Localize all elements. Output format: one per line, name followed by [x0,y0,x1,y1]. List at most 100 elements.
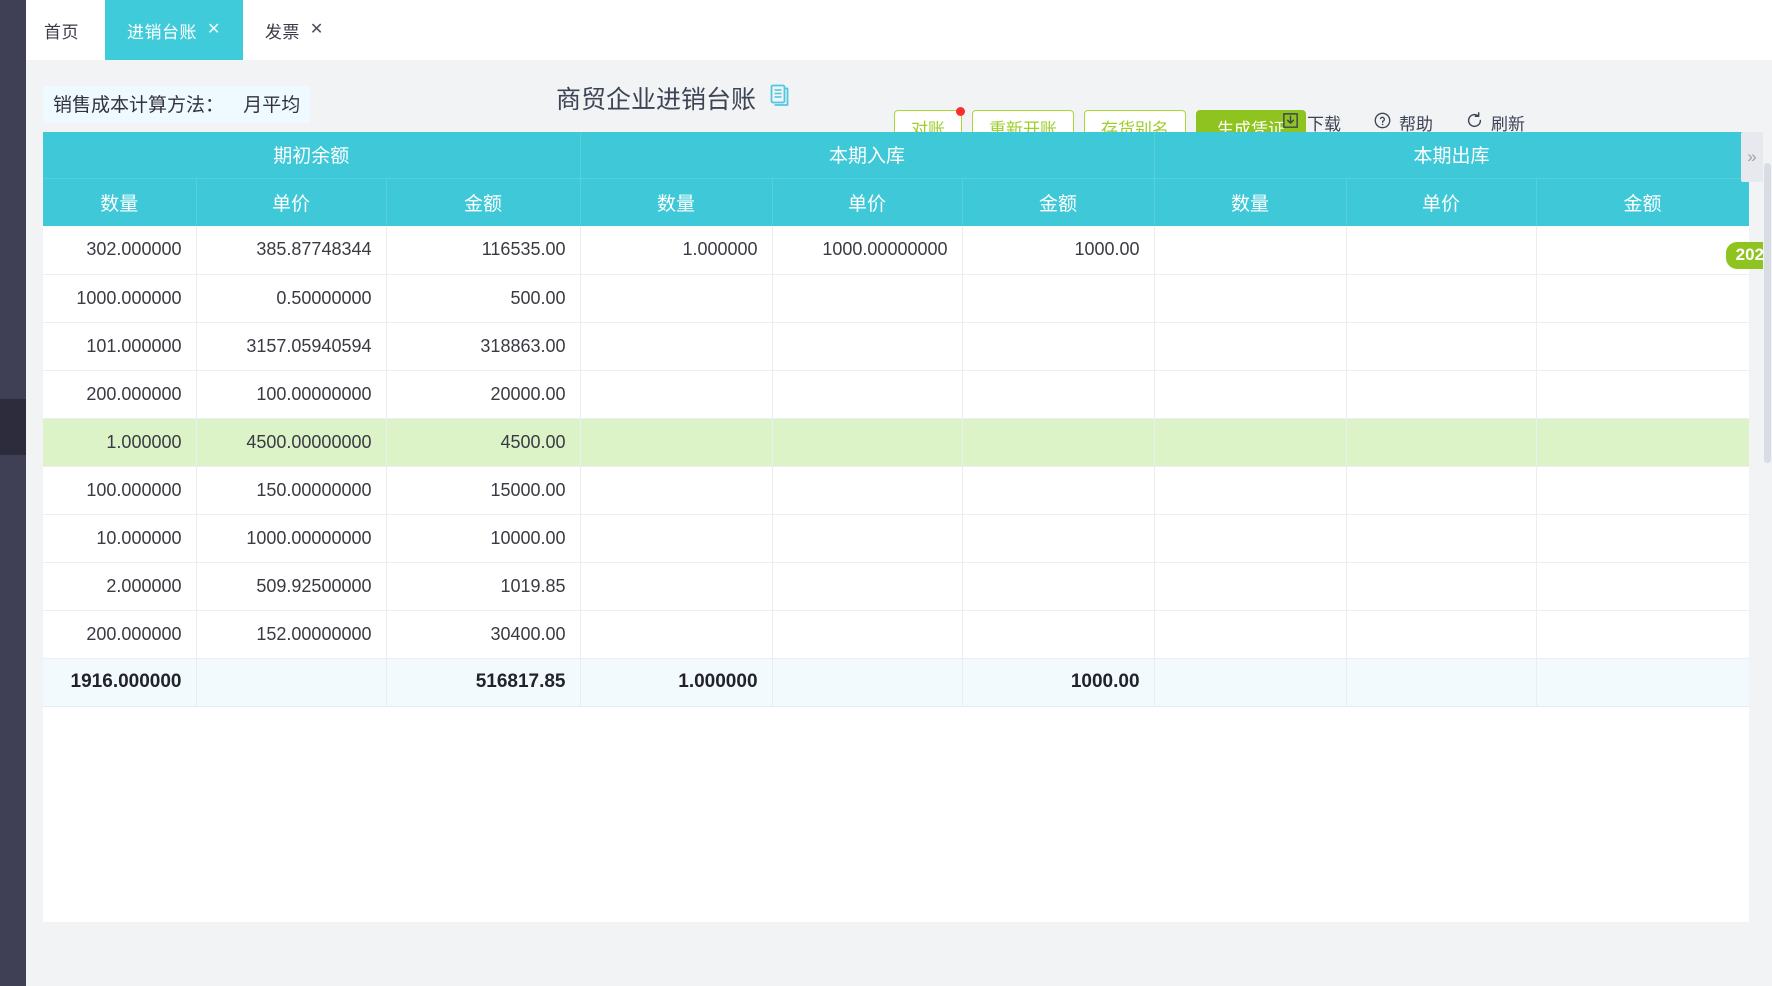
table-cell [772,610,963,659]
help-circle-icon [1373,111,1392,135]
col-out-amt[interactable]: 金额 [1536,178,1749,226]
table-cell: 1000.00000000 [196,514,387,563]
ledger-table-container[interactable]: 期初余额 本期入库 本期出库 数量 单价 金额 数量 单价 金额 数量 单价 金… [43,132,1749,922]
table-row[interactable]: 302.000000 385.87748344 116535.00 1.000000 1… [43,226,1749,275]
close-icon[interactable]: ✕ [207,21,221,38]
table-cell: 30400.00 [386,610,581,659]
toolbar-icon-actions: 下载 帮助 [1281,110,1525,135]
table-cell: 10000.00 [386,514,581,563]
table-cell [1536,514,1749,563]
table-cell [196,658,387,707]
table-cell: 1019.85 [386,562,581,611]
tab-bar: 首页 进销台账 ✕ 发票 ✕ [26,0,1772,60]
table-cell: 1.000000 [580,658,773,707]
col-in-amt[interactable]: 金额 [962,178,1155,226]
table-cell [1154,658,1347,707]
table-cell [772,466,963,515]
table-cell [772,322,963,371]
left-nav-rail [0,0,26,986]
page-title: 商贸企业进销台账 [556,80,791,116]
table-cell [1154,370,1347,419]
col-out-qty[interactable]: 数量 [1154,178,1347,226]
tab-ledger[interactable]: 进销台账 ✕ [105,0,243,60]
table-cell [772,274,963,323]
table-row[interactable]: 10.000000 1000.00000000 10000.00 [43,514,1749,563]
table-cell: 3157.05940594 [196,322,387,371]
table-cell [1346,466,1537,515]
col-out-price[interactable]: 单价 [1346,178,1537,226]
ledger-group-header-row: 期初余额 本期入库 本期出库 [43,132,1749,179]
table-cell [1536,562,1749,611]
col-opening-price[interactable]: 单价 [196,178,387,226]
col-opening-qty[interactable]: 数量 [43,178,197,226]
table-cell: 509.92500000 [196,562,387,611]
table-cell: 200.000000 [43,370,197,419]
table-cell [580,322,773,371]
vertical-scrollbar[interactable] [1763,163,1772,983]
table-cell: 318863.00 [386,322,581,371]
table-cell: 10.000000 [43,514,197,563]
notification-dot-icon [956,107,965,116]
tab-invoice-label: 发票 [264,22,300,42]
table-cell [1536,322,1749,371]
table-cell [1346,610,1537,659]
table-cell [1346,418,1537,467]
expand-panel-toggle[interactable]: » [1741,132,1763,182]
table-cell: 200.000000 [43,610,197,659]
tab-home-label: 首页 [44,22,79,42]
scrollbar-thumb[interactable] [1764,163,1771,463]
table-cell [1536,658,1749,707]
col-in-qty[interactable]: 数量 [580,178,773,226]
table-cell: 1000.00 [962,226,1155,275]
group-header-period-out: 本期出库 [1154,132,1749,179]
nav-rail-handle[interactable] [0,399,26,455]
table-cell [1154,514,1347,563]
table-cell: 1916.000000 [43,658,197,707]
help-action[interactable]: 帮助 [1373,110,1433,135]
col-in-price[interactable]: 单价 [772,178,963,226]
table-cell: 20000.00 [386,370,581,419]
cost-calc-method-label: 销售成本计算方法： [53,95,225,116]
table-row[interactable]: 200.000000 152.00000000 30400.00 [43,610,1749,659]
table-row[interactable]: 200.000000 100.00000000 20000.00 [43,370,1749,419]
table-cell: 2.000000 [43,562,197,611]
tab-home[interactable]: 首页 [26,0,105,60]
table-cell [962,562,1155,611]
page-toolbar: 销售成本计算方法： 月平均 商贸企业进销台账 对账 [26,60,1772,150]
table-cell [772,418,963,467]
table-cell [580,514,773,563]
table-cell: 101.000000 [43,322,197,371]
table-cell [1154,226,1347,275]
table-cell [1154,466,1347,515]
tab-invoice[interactable]: 发票 ✕ [243,0,346,60]
table-total-row[interactable]: 1916.000000 516817.85 1.000000 1000.00 [43,658,1749,707]
download-action-label: 下载 [1307,115,1341,134]
tab-ledger-label: 进销台账 [127,22,197,42]
table-row[interactable]: 101.000000 3157.05940594 318863.00 [43,322,1749,371]
table-cell [962,466,1155,515]
table-cell [962,322,1155,371]
table-cell: 1.000000 [43,418,197,467]
table-cell: 100.00000000 [196,370,387,419]
refresh-action[interactable]: 刷新 [1465,110,1525,135]
table-row[interactable]: 1.000000 4500.00000000 4500.00 [43,418,1749,467]
table-row[interactable]: 1000.000000 0.50000000 500.00 [43,274,1749,323]
table-row[interactable]: 100.000000 150.00000000 15000.00 [43,466,1749,515]
table-cell [1536,610,1749,659]
document-icon[interactable] [765,82,791,115]
table-cell [1154,322,1347,371]
table-cell: 4500.00000000 [196,418,387,467]
table-cell: 15000.00 [386,466,581,515]
table-cell [962,514,1155,563]
col-opening-amt[interactable]: 金额 [386,178,581,226]
group-header-period-in: 本期入库 [580,132,1155,179]
help-action-label: 帮助 [1399,115,1433,134]
close-icon[interactable]: ✕ [309,21,324,38]
download-action[interactable]: 下载 [1281,110,1341,135]
table-cell: 1000.00 [962,658,1155,707]
table-row[interactable]: 2.000000 509.92500000 1019.85 [43,562,1749,611]
table-cell [580,562,773,611]
table-cell [580,370,773,419]
table-cell: 100.000000 [43,466,197,515]
table-cell [580,466,773,515]
